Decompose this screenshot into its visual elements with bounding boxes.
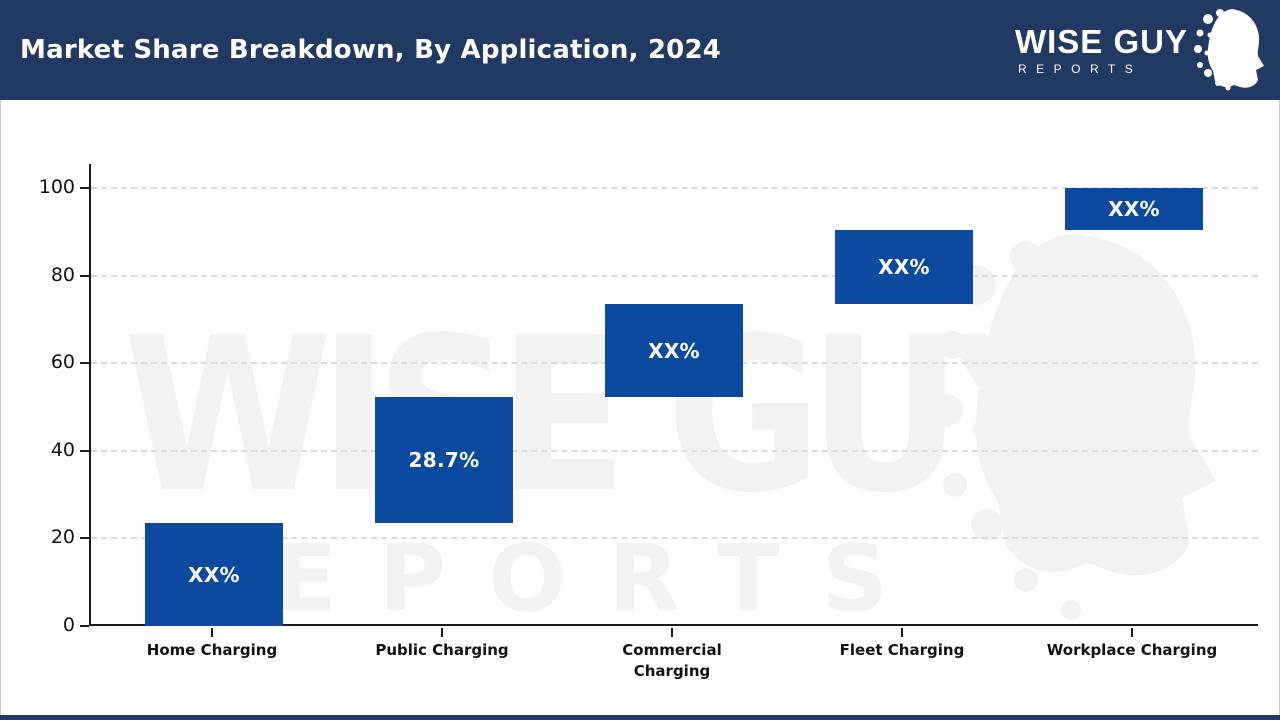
y-tick-label: 20: [50, 526, 75, 549]
gridline: [91, 449, 1258, 452]
page-title: Market Share Breakdown, By Application, …: [20, 35, 722, 65]
bar-workplace-charging: XX%: [1065, 188, 1203, 231]
x-tick-mark: [901, 628, 903, 637]
y-tick-mark: [80, 274, 89, 277]
bar-value-label: XX%: [648, 338, 700, 363]
y-tick-label: 80: [50, 263, 75, 286]
plot-area: XX% 28.7% XX% XX% XX%: [89, 164, 1258, 626]
bar-commercial-charging: XX%: [605, 304, 743, 398]
y-tick-label: 0: [62, 614, 75, 636]
bar-fleet-charging: XX%: [835, 230, 973, 305]
wiseguy-logo: WISE GUY REPORTS: [1015, 0, 1266, 100]
watermark-head-icon: [931, 195, 1241, 679]
logo-wordmark: WISE GUY: [1014, 22, 1188, 60]
y-tick-mark: [80, 187, 89, 189]
logo-text: WISE GUY REPORTS: [1015, 25, 1188, 76]
x-tick-label: Workplace Charging: [1046, 641, 1218, 659]
bar-value-label: 28.7%: [408, 448, 480, 473]
bar-value-label: XX%: [188, 562, 240, 587]
gridline: [91, 187, 1258, 189]
gridline: [91, 274, 1258, 277]
footer-bar: [0, 715, 1280, 720]
x-tick-label: Fleet Charging: [839, 641, 965, 659]
x-tick-mark: [211, 628, 213, 637]
x-tick-label: Commercial Charging: [622, 641, 722, 680]
y-tick-mark: [80, 625, 89, 627]
y-tick-mark: [80, 362, 89, 365]
bar-public-charging: 28.7%: [375, 397, 513, 524]
logo-subtitle: REPORTS: [1017, 61, 1143, 76]
bar-home-charging: XX%: [145, 523, 283, 626]
y-tick-label: 60: [50, 351, 75, 374]
x-tick-mark: [671, 628, 673, 637]
x-tick-label: Home Charging: [146, 641, 278, 659]
y-tick-label: 100: [38, 176, 75, 198]
x-tick-mark: [441, 628, 443, 637]
chart-area: WISE GUY REPORTS XX% 28.7% XX% XX% XX% 0 20 40…: [0, 100, 1280, 715]
gridline: [91, 537, 1258, 540]
y-tick-mark: [80, 537, 89, 540]
x-tick-mark: [1131, 628, 1133, 637]
wiseguy-head-icon: [1194, 5, 1266, 95]
y-tick-label: 40: [50, 438, 75, 461]
header-bar: Market Share Breakdown, By Application, …: [0, 0, 1280, 100]
x-tick-label: Public Charging: [375, 641, 509, 659]
y-tick-mark: [80, 449, 89, 452]
bar-value-label: XX%: [878, 255, 930, 280]
bar-value-label: XX%: [1108, 197, 1160, 222]
